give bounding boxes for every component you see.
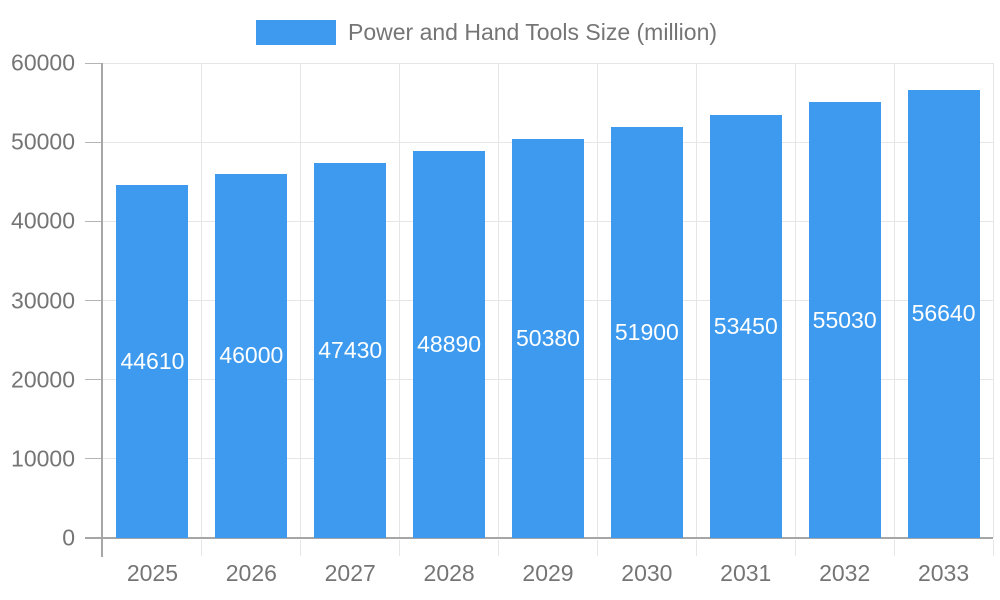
v-gridline xyxy=(695,63,697,538)
y-tick xyxy=(85,300,101,301)
y-tick xyxy=(85,458,101,460)
h-gridline xyxy=(103,62,993,64)
bar-value-label: 55030 xyxy=(812,306,877,333)
x-tick-label: 2028 xyxy=(423,560,475,586)
x-tick-label: 2031 xyxy=(720,560,772,586)
y-tick xyxy=(85,379,101,381)
y-tick-label: 10000 xyxy=(11,445,75,472)
bar-value-label: 44610 xyxy=(120,347,185,374)
y-tick xyxy=(85,62,101,64)
legend-swatch xyxy=(256,20,336,45)
v-gridline xyxy=(201,63,203,538)
x-tick-label: 2030 xyxy=(621,560,673,586)
y-tick-label: 0 xyxy=(62,524,75,551)
legend: Power and Hand Tools Size (million) xyxy=(256,19,717,46)
bar-value-label: 48890 xyxy=(417,330,482,357)
y-axis-labels: 0 10000 20000 30000 40000 50000 60000 xyxy=(0,50,80,551)
y-axis-line xyxy=(101,63,103,557)
x-tick-label: 2026 xyxy=(225,560,277,586)
v-gridline xyxy=(300,63,302,538)
bar[interactable]: 56640 xyxy=(907,89,980,538)
bar[interactable]: 47430 xyxy=(314,162,387,538)
x-tick-label: 2027 xyxy=(324,560,376,586)
bar[interactable]: 46000 xyxy=(215,173,288,538)
x-tick xyxy=(596,540,598,556)
v-gridline xyxy=(596,63,598,538)
x-tick-label: 2032 xyxy=(819,560,871,586)
y-tick-label: 60000 xyxy=(11,49,75,76)
x-tick xyxy=(992,540,994,556)
x-tick xyxy=(695,540,697,556)
x-tick xyxy=(300,540,302,556)
bar[interactable]: 48890 xyxy=(413,150,486,538)
x-tick-label: 2025 xyxy=(126,560,179,586)
x-tick xyxy=(893,540,895,556)
y-tick-label: 20000 xyxy=(11,366,75,393)
y-tick xyxy=(85,220,101,222)
x-tick xyxy=(399,540,401,556)
v-gridline xyxy=(399,63,401,538)
y-tick-label: 50000 xyxy=(11,128,75,155)
bar-value-label: 46000 xyxy=(219,342,284,369)
bar-value-label: 50380 xyxy=(516,325,580,352)
v-gridline xyxy=(992,63,994,538)
bar-value-label: 56640 xyxy=(911,300,976,327)
v-gridline xyxy=(893,63,895,538)
bar[interactable]: 51900 xyxy=(610,127,683,538)
v-gridline xyxy=(498,63,500,538)
plot-area: 44610 46000 47430 48890 50380 51900 53450 55030… xyxy=(85,62,994,557)
x-tick xyxy=(498,540,500,556)
x-tick-label: 2029 xyxy=(522,560,574,586)
x-tick xyxy=(794,540,796,556)
bar-value-label: 51900 xyxy=(614,319,679,346)
v-gridline xyxy=(794,63,796,538)
bar-value-label: 47430 xyxy=(318,336,383,363)
legend-label: Power and Hand Tools Size (million) xyxy=(348,19,718,45)
bar[interactable]: 50380 xyxy=(512,139,584,538)
bar-value-label: 53450 xyxy=(713,312,778,339)
y-tick-label: 40000 xyxy=(11,207,75,234)
y-tick-label: 30000 xyxy=(11,287,75,313)
x-tick-label: 2033 xyxy=(917,560,970,586)
bar[interactable]: 55030 xyxy=(808,102,881,538)
x-axis-labels: 2025 2026 2027 2028 2029 2030 2031 2032 2033 xyxy=(103,560,993,592)
x-axis-line xyxy=(85,537,993,539)
bar[interactable]: 44610 xyxy=(116,184,189,538)
bar[interactable]: 53450 xyxy=(709,114,782,538)
y-tick xyxy=(85,141,101,143)
x-tick xyxy=(201,540,203,556)
